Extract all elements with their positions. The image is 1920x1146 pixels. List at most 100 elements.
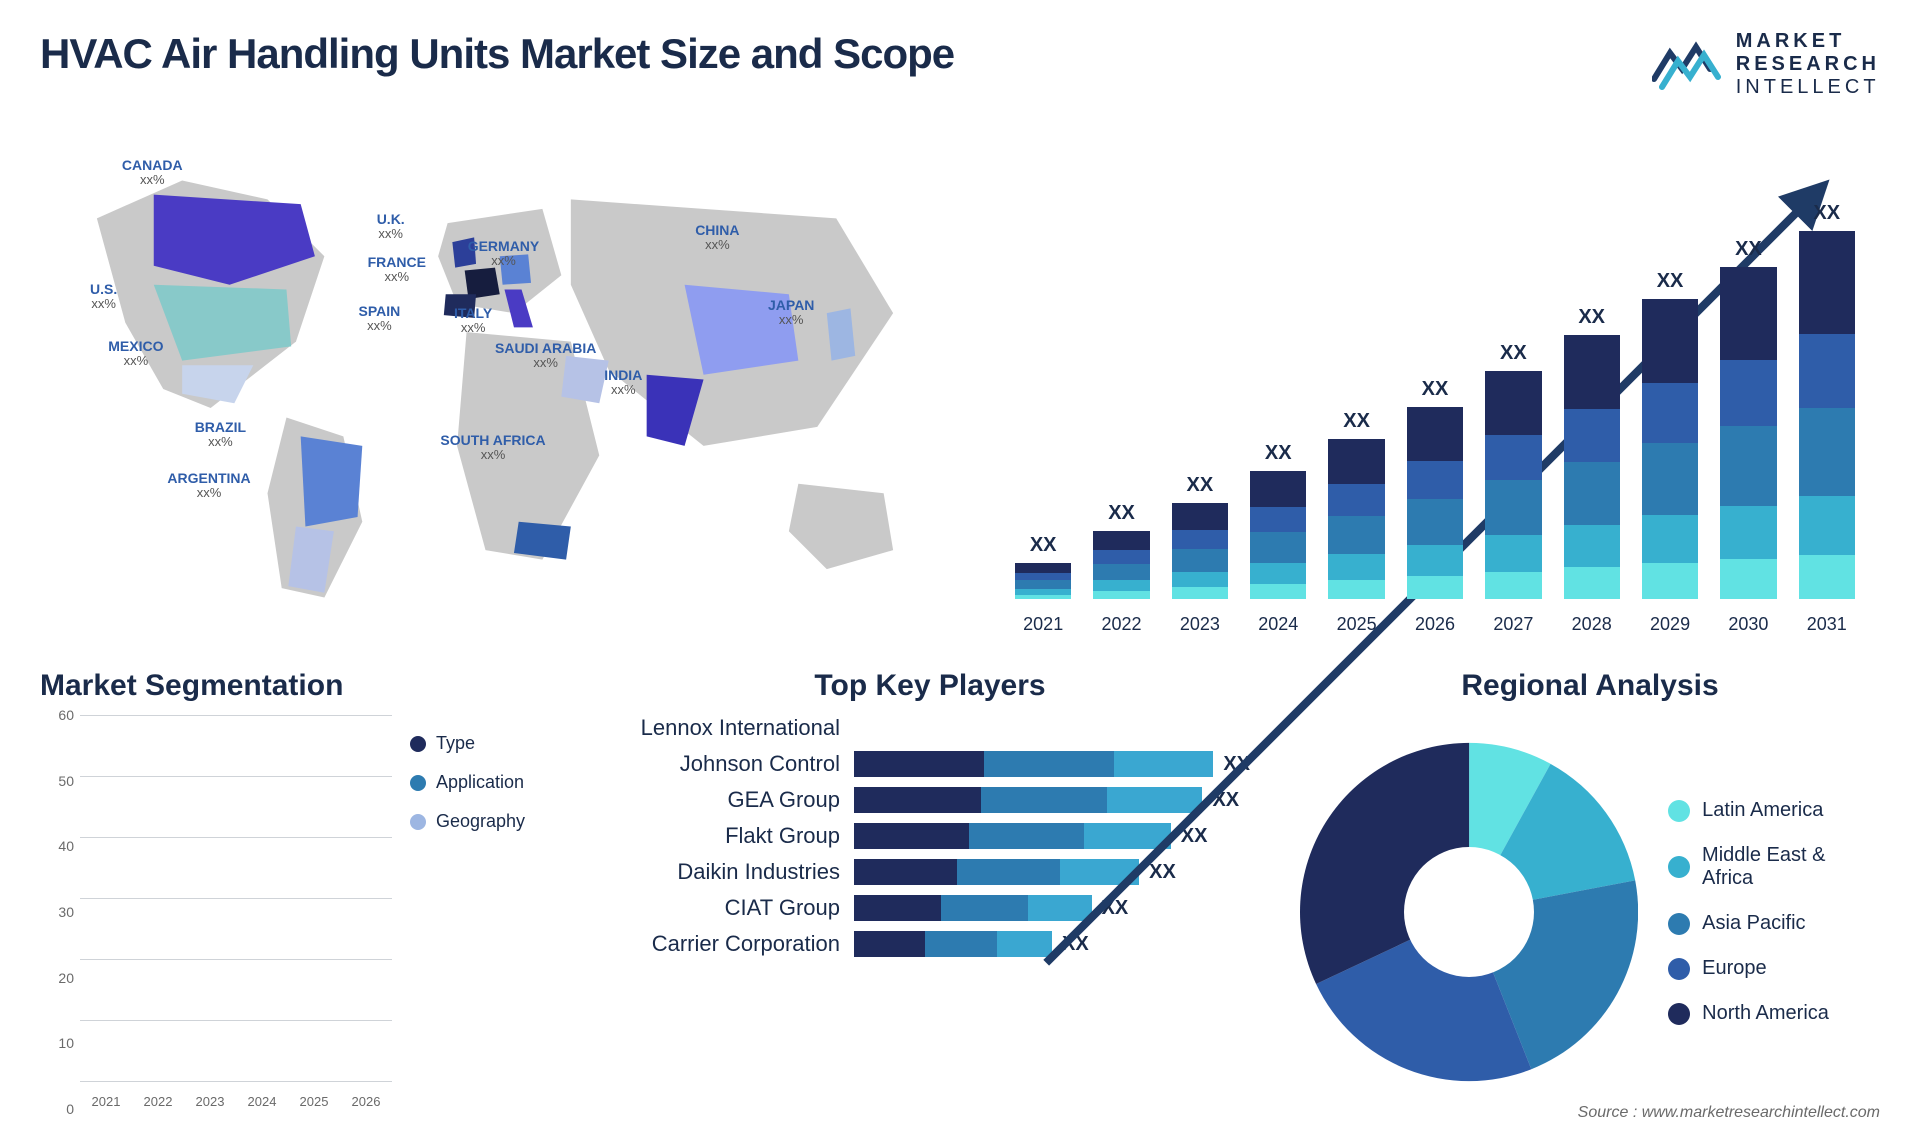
growth-value-label: XX: [1108, 502, 1135, 525]
player-value: XX: [1062, 933, 1089, 956]
growth-bar: XX: [1167, 474, 1233, 599]
player-value: XX: [1149, 861, 1176, 884]
players-panel: Top Key Players Lennox International John…: [610, 669, 1250, 1109]
growth-chart: XX XX XX XX XX XX XX XX XX XX XX 2021 2022 2023 2024 2…: [990, 119, 1880, 659]
regional-panel: Regional Analysis Latin America Middle Ea…: [1300, 669, 1880, 1109]
growth-value-label: XX: [1422, 378, 1449, 401]
regional-title: Regional Analysis: [1300, 669, 1880, 703]
player-bar: [854, 823, 1171, 849]
growth-value-label: XX: [1500, 342, 1527, 365]
growth-value-label: XX: [1265, 442, 1292, 465]
seg-year-label: 2022: [136, 1094, 180, 1109]
map-label: SPAINxx%: [359, 303, 401, 334]
regional-legend: Latin America Middle East & Africa Asia Pa…: [1668, 799, 1880, 1025]
regional-legend-item: Europe: [1668, 957, 1880, 980]
segmentation-panel: Market Segmentation 01020304050602021202…: [40, 669, 560, 1109]
growth-value-label: XX: [1813, 202, 1840, 225]
seg-legend-item: Geography: [410, 811, 560, 832]
seg-ytick: 50: [40, 773, 74, 789]
seg-year-label: 2025: [292, 1094, 336, 1109]
map-label: JAPANxx%: [768, 297, 814, 328]
player-row: Carrier Corporation XX: [610, 931, 1250, 957]
player-name: Carrier Corporation: [610, 931, 840, 957]
player-name: Daikin Industries: [610, 859, 840, 885]
growth-year-label: 2023: [1167, 614, 1233, 635]
brand-logo: MARKET RESEARCH INTELLECT: [1652, 30, 1880, 99]
player-bar: [854, 895, 1092, 921]
growth-year-label: 2029: [1637, 614, 1703, 635]
growth-value-label: XX: [1030, 534, 1057, 557]
map-label: U.K.xx%: [377, 211, 405, 242]
growth-bar: XX: [1010, 534, 1076, 599]
map-country-japan: [827, 308, 855, 360]
player-name: Johnson Control: [610, 751, 840, 777]
map-label: ARGENTINAxx%: [167, 470, 250, 501]
map-label: BRAZILxx%: [195, 419, 246, 450]
regional-legend-item: Latin America: [1668, 799, 1880, 822]
growth-year-label: 2031: [1794, 614, 1860, 635]
player-name: CIAT Group: [610, 895, 840, 921]
regional-donut: [1300, 742, 1638, 1082]
player-name: Lennox International: [610, 715, 840, 741]
growth-year-label: 2021: [1010, 614, 1076, 635]
seg-ytick: 60: [40, 707, 74, 723]
map-label: SOUTH AFRICAxx%: [440, 432, 545, 463]
growth-bar: XX: [1245, 442, 1311, 599]
players-title: Top Key Players: [610, 669, 1250, 703]
player-row: GEA Group XX: [610, 787, 1250, 813]
map-country-southafrica: [514, 522, 571, 560]
growth-year-label: 2026: [1402, 614, 1468, 635]
growth-value-label: XX: [1578, 306, 1605, 329]
growth-bar: XX: [1323, 410, 1389, 599]
regional-legend-item: Asia Pacific: [1668, 912, 1880, 935]
map-label: ITALYxx%: [454, 305, 492, 336]
growth-bar: XX: [1559, 306, 1625, 599]
growth-year-label: 2022: [1088, 614, 1154, 635]
seg-year-label: 2026: [344, 1094, 388, 1109]
growth-value-label: XX: [1735, 238, 1762, 261]
growth-value-label: XX: [1343, 410, 1370, 433]
growth-year-label: 2027: [1480, 614, 1546, 635]
regional-legend-item: Middle East & Africa: [1668, 844, 1880, 890]
seg-ytick: 10: [40, 1035, 74, 1051]
map-label: CANADAxx%: [122, 157, 183, 188]
growth-bar: XX: [1480, 342, 1546, 599]
growth-value-label: XX: [1187, 474, 1214, 497]
segmentation-title: Market Segmentation: [40, 669, 560, 703]
seg-year-label: 2024: [240, 1094, 284, 1109]
logo-text-2: RESEARCH: [1736, 53, 1880, 76]
world-map-panel: CANADAxx%U.S.xx%MEXICOxx%BRAZILxx%ARGENT…: [40, 119, 950, 659]
logo-text-3: INTELLECT: [1736, 76, 1880, 99]
players-list: Lennox InternationalJohnson ControlXXGEA…: [610, 715, 1250, 957]
player-row: Daikin Industries XX: [610, 859, 1250, 885]
player-row: CIAT GroupXX: [610, 895, 1250, 921]
seg-ytick: 0: [40, 1101, 74, 1117]
player-row: Johnson Control XX: [610, 751, 1250, 777]
player-row: Flakt GroupXX: [610, 823, 1250, 849]
seg-year-label: 2023: [188, 1094, 232, 1109]
map-label: GERMANYxx%: [468, 238, 540, 269]
growth-year-label: 2024: [1245, 614, 1311, 635]
map-label: CHINAxx%: [695, 222, 739, 253]
source-attribution: Source : www.marketresearchintellect.com: [1578, 1104, 1880, 1122]
world-map: [40, 119, 950, 659]
player-value: XX: [1223, 753, 1250, 776]
growth-bar: XX: [1088, 502, 1154, 599]
growth-year-label: 2030: [1715, 614, 1781, 635]
player-bar: [854, 931, 1052, 957]
seg-year-label: 2021: [84, 1094, 128, 1109]
growth-bar: XX: [1637, 270, 1703, 599]
logo-icon: [1652, 39, 1722, 91]
seg-ytick: 20: [40, 970, 74, 986]
growth-bar: XX: [1402, 378, 1468, 599]
player-name: GEA Group: [610, 787, 840, 813]
map-label: U.S.xx%: [90, 281, 117, 312]
seg-legend-item: Type: [410, 733, 560, 754]
growth-bar: XX: [1715, 238, 1781, 599]
player-value: XX: [1212, 789, 1239, 812]
player-bar: [854, 859, 1139, 885]
seg-legend-item: Application: [410, 772, 560, 793]
map-label: FRANCExx%: [368, 254, 426, 285]
player-value: XX: [1181, 825, 1208, 848]
segmentation-legend: Type Application Geography: [410, 715, 560, 1109]
